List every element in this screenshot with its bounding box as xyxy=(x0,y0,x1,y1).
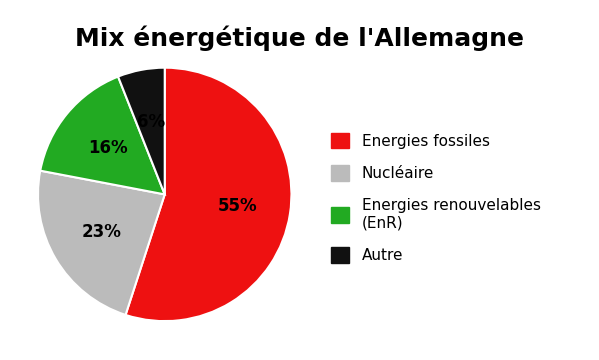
Legend: Energies fossiles, Nucléaire, Energies renouvelables
(EnR), Autre: Energies fossiles, Nucléaire, Energies r… xyxy=(331,132,541,264)
Text: Mix énergétique de l'Allemagne: Mix énergétique de l'Allemagne xyxy=(75,25,524,51)
Wedge shape xyxy=(40,77,165,194)
Wedge shape xyxy=(118,68,165,194)
Text: 23%: 23% xyxy=(81,223,122,241)
Text: 6%: 6% xyxy=(137,113,165,131)
Wedge shape xyxy=(38,171,165,315)
Text: 16%: 16% xyxy=(88,139,128,157)
Text: 55%: 55% xyxy=(217,197,257,215)
Wedge shape xyxy=(126,68,292,321)
